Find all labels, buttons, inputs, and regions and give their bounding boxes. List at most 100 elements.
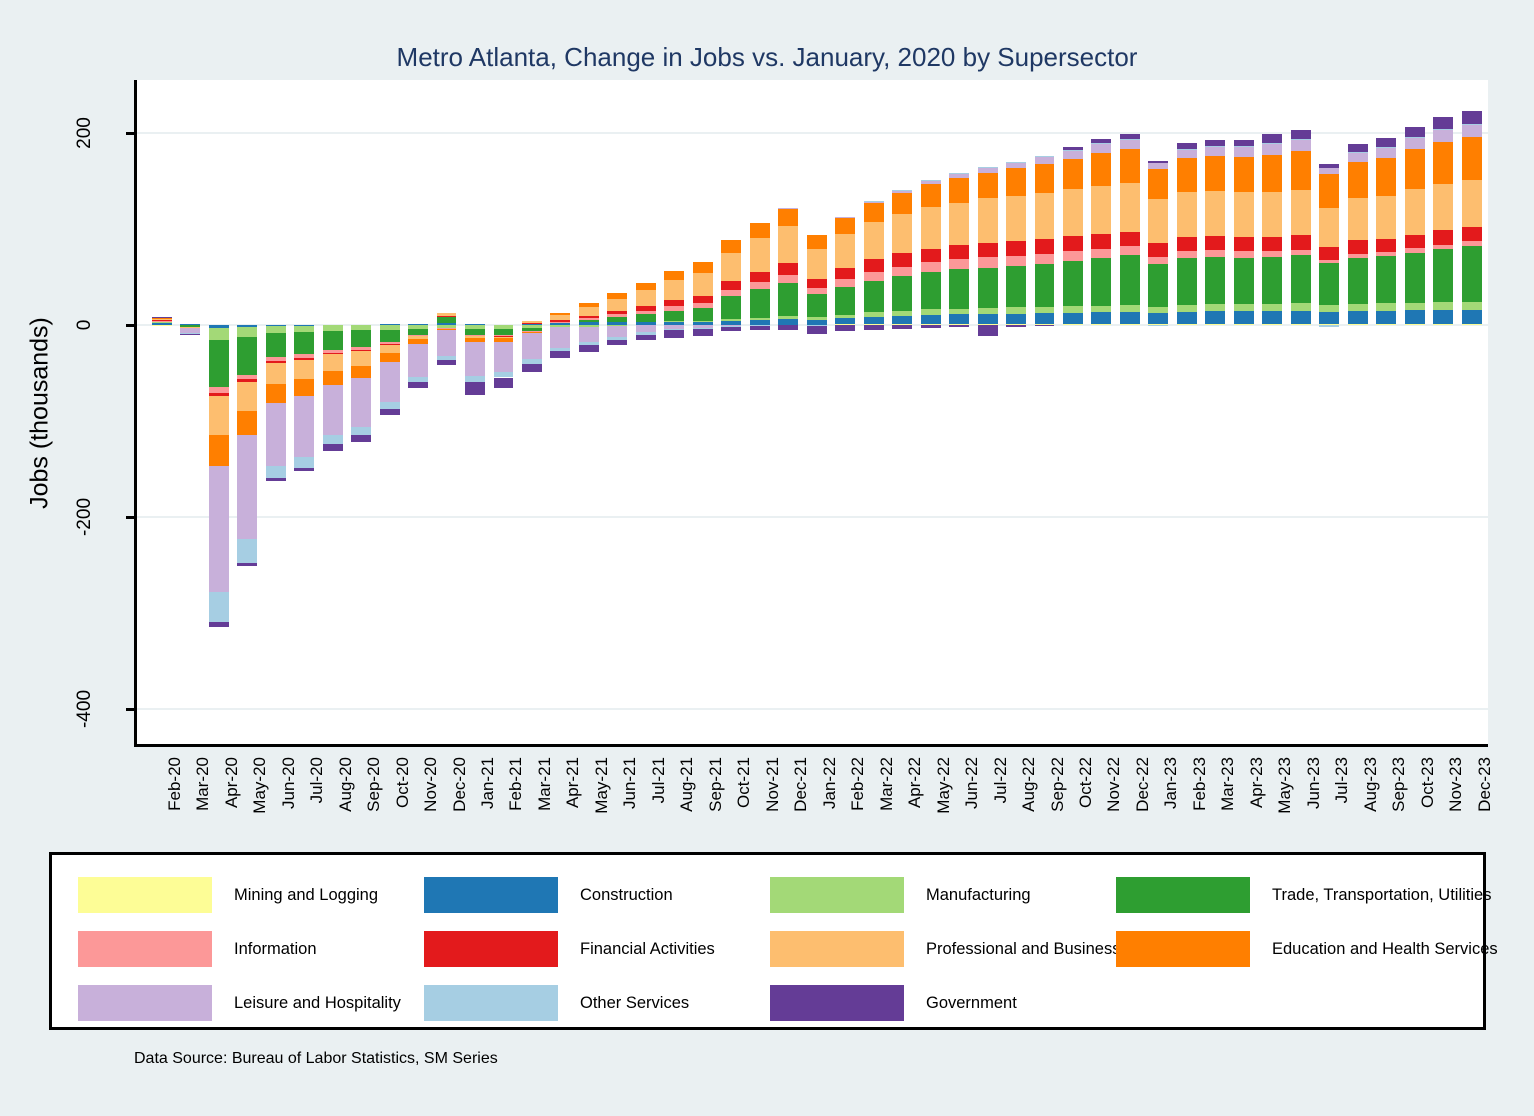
bar-column[interactable] (1233, 80, 1254, 744)
bar-column[interactable] (1376, 80, 1397, 744)
bar-column[interactable] (692, 80, 713, 744)
bar-column[interactable] (408, 80, 428, 744)
legend-item[interactable]: Manufacturing (770, 877, 1031, 913)
bar-column[interactable] (977, 80, 998, 744)
bar-segment (465, 338, 485, 343)
bar-column[interactable] (1034, 80, 1055, 744)
bar-column[interactable] (294, 80, 315, 744)
legend-item[interactable]: Construction (424, 877, 673, 913)
bar-column[interactable] (1006, 80, 1026, 744)
bar-segment (408, 336, 428, 340)
bar-column[interactable] (521, 80, 542, 744)
bar-column[interactable] (806, 80, 827, 744)
bar-column[interactable] (1290, 80, 1311, 744)
bar-segment (578, 324, 599, 327)
bar-segment (778, 208, 799, 226)
bar-column[interactable] (1176, 80, 1197, 744)
bar-segment (1034, 163, 1055, 193)
bar-column[interactable] (664, 80, 685, 744)
bar-segment (835, 324, 856, 331)
bar-column[interactable] (1091, 80, 1112, 744)
bar-segment (550, 314, 571, 321)
bar-column[interactable] (892, 80, 913, 744)
legend-item[interactable]: Government (770, 985, 1017, 1021)
x-tick-label: Mar-20 (193, 757, 213, 811)
bar-column[interactable] (322, 80, 343, 744)
bar-column[interactable] (550, 80, 571, 744)
bar-column[interactable] (436, 80, 457, 744)
bar-column[interactable] (1319, 80, 1340, 744)
legend-color-swatch (770, 877, 904, 913)
bar-segment (892, 324, 913, 330)
bar-segment (1148, 242, 1169, 257)
bar-segment (892, 214, 913, 254)
bar-segment (1347, 152, 1368, 162)
bar-segment (1233, 236, 1254, 252)
bar-segment (1404, 324, 1425, 326)
bar-segment (493, 372, 514, 378)
bar-column[interactable] (749, 80, 770, 744)
legend-color-swatch (78, 985, 212, 1021)
bar-column[interactable] (379, 80, 400, 744)
gridline (137, 707, 1488, 710)
legend-item[interactable]: Mining and Logging (78, 877, 378, 913)
bar-segment (1376, 195, 1397, 239)
bar-segment (1034, 306, 1055, 314)
bar-segment (322, 352, 343, 355)
legend-item[interactable]: Information (78, 931, 317, 967)
bar-segment (408, 324, 428, 330)
bar-column[interactable] (265, 80, 286, 744)
bar-column[interactable] (721, 80, 742, 744)
bar-column[interactable] (180, 80, 201, 744)
bar-segment (265, 361, 286, 363)
bar-column[interactable] (1063, 80, 1083, 744)
bar-segment (294, 358, 315, 360)
bar-segment (436, 360, 457, 365)
bar-column[interactable] (208, 80, 229, 744)
bar-column[interactable] (1148, 80, 1169, 744)
bar-column[interactable] (1205, 80, 1226, 744)
bar-column[interactable] (465, 80, 485, 744)
bar-column[interactable] (863, 80, 884, 744)
bar-segment (1319, 163, 1340, 168)
bar-column[interactable] (1119, 80, 1140, 744)
bar-column[interactable] (1262, 80, 1283, 744)
bar-column[interactable] (1404, 80, 1425, 744)
x-tick-label: Sep-21 (705, 757, 725, 812)
bar-segment (920, 248, 941, 263)
bar-column[interactable] (493, 80, 514, 744)
bar-segment (949, 173, 970, 179)
bar-column[interactable] (151, 80, 172, 744)
bar-segment (863, 280, 884, 313)
bar-segment (1119, 324, 1140, 326)
bar-segment (1006, 324, 1026, 327)
bar-segment (1063, 146, 1083, 150)
bar-column[interactable] (778, 80, 799, 744)
bar-column[interactable] (1461, 80, 1482, 744)
bar-segment (635, 306, 656, 311)
bar-column[interactable] (949, 80, 970, 744)
bar-segment (1347, 240, 1368, 254)
bar-column[interactable] (607, 80, 628, 744)
bar-segment (1148, 256, 1169, 264)
legend-item[interactable]: Financial Activities (424, 931, 715, 967)
bar-segment (778, 274, 799, 283)
y-tick-label: 0 (74, 319, 95, 331)
bar-column[interactable] (920, 80, 941, 744)
legend-item[interactable]: Leisure and Hospitality (78, 985, 401, 1021)
legend-item[interactable]: Other Services (424, 985, 689, 1021)
x-tick-label: Nov-23 (1446, 757, 1466, 812)
bar-column[interactable] (1347, 80, 1368, 744)
bar-segment (294, 359, 315, 380)
bar-column[interactable] (635, 80, 656, 744)
bar-column[interactable] (835, 80, 856, 744)
bar-segment (1063, 149, 1083, 151)
bar-column[interactable] (237, 80, 258, 744)
bar-column[interactable] (578, 80, 599, 744)
bar-segment (1119, 246, 1140, 256)
bar-column[interactable] (1433, 80, 1454, 744)
bar-segment (806, 235, 827, 249)
bar-column[interactable] (351, 80, 372, 744)
legend-item[interactable]: Education and Health Services (1116, 931, 1498, 967)
legend-item[interactable]: Trade, Transportation, Utilities (1116, 877, 1491, 913)
